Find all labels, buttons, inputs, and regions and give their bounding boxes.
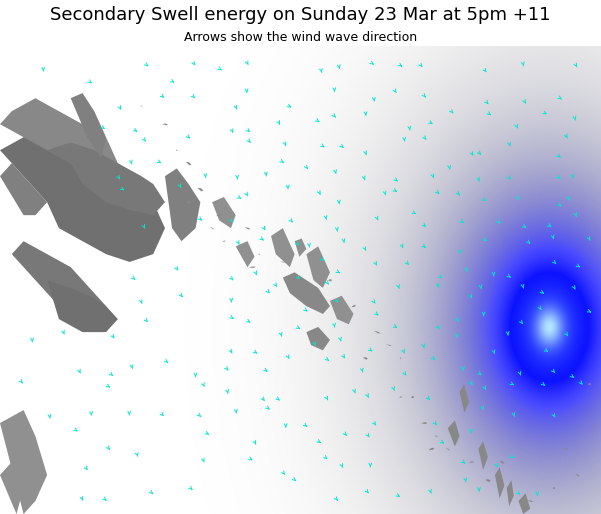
Polygon shape <box>374 331 380 334</box>
Polygon shape <box>307 327 330 351</box>
Polygon shape <box>352 305 356 307</box>
Polygon shape <box>222 241 225 242</box>
Polygon shape <box>281 262 285 263</box>
Polygon shape <box>460 384 469 413</box>
Polygon shape <box>445 448 450 450</box>
Polygon shape <box>341 318 343 321</box>
Polygon shape <box>399 396 402 398</box>
Polygon shape <box>421 422 427 424</box>
Polygon shape <box>507 480 514 506</box>
Text: Secondary Swell energy on Sunday 23 Mar at 5pm +11: Secondary Swell energy on Sunday 23 Mar … <box>50 6 551 24</box>
Polygon shape <box>563 448 569 450</box>
Polygon shape <box>0 462 23 514</box>
Polygon shape <box>411 396 414 398</box>
Polygon shape <box>575 474 579 476</box>
Polygon shape <box>542 435 543 437</box>
Polygon shape <box>400 358 401 359</box>
Polygon shape <box>588 383 591 385</box>
Polygon shape <box>283 272 330 314</box>
Polygon shape <box>435 435 438 437</box>
Polygon shape <box>330 296 353 324</box>
Polygon shape <box>495 467 504 499</box>
Polygon shape <box>162 123 168 125</box>
Polygon shape <box>386 344 392 346</box>
Polygon shape <box>478 441 488 470</box>
Polygon shape <box>469 462 474 463</box>
Text: Arrows show the wind wave direction: Arrows show the wind wave direction <box>184 31 417 44</box>
Polygon shape <box>328 279 332 282</box>
Polygon shape <box>47 280 118 332</box>
Polygon shape <box>12 241 106 319</box>
Polygon shape <box>71 93 106 158</box>
Polygon shape <box>0 410 47 514</box>
Polygon shape <box>448 420 460 447</box>
Polygon shape <box>271 228 294 267</box>
Polygon shape <box>519 493 530 514</box>
Polygon shape <box>307 246 330 288</box>
Polygon shape <box>165 169 200 241</box>
Polygon shape <box>0 163 47 215</box>
Polygon shape <box>216 214 222 216</box>
Polygon shape <box>312 292 315 295</box>
Polygon shape <box>294 238 307 256</box>
Polygon shape <box>510 495 513 497</box>
Polygon shape <box>552 487 555 489</box>
Polygon shape <box>197 188 203 192</box>
Polygon shape <box>245 228 251 229</box>
Polygon shape <box>429 448 434 450</box>
Polygon shape <box>47 142 165 215</box>
Polygon shape <box>249 267 255 268</box>
Polygon shape <box>485 479 490 482</box>
Polygon shape <box>0 124 165 262</box>
Polygon shape <box>528 501 533 502</box>
Polygon shape <box>499 461 504 464</box>
Polygon shape <box>363 357 368 360</box>
Polygon shape <box>0 98 118 176</box>
Polygon shape <box>186 201 191 204</box>
Polygon shape <box>212 197 236 228</box>
Polygon shape <box>186 162 191 166</box>
Polygon shape <box>236 241 255 267</box>
Polygon shape <box>210 227 215 229</box>
Polygon shape <box>176 150 177 151</box>
